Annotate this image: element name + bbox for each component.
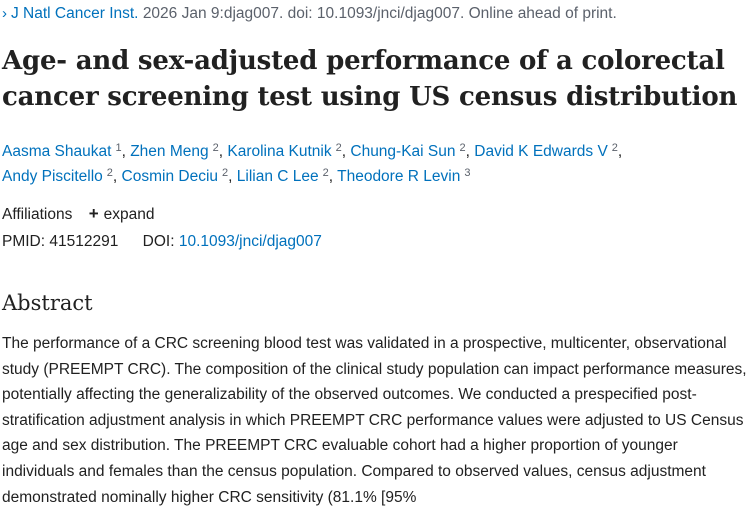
affiliation-ref[interactable]: 2 — [106, 167, 113, 179]
author-link[interactable]: Lilian C Lee — [236, 168, 319, 185]
journal-link[interactable]: J Natl Cancer Inst. — [11, 5, 139, 22]
abstract-heading: Abstract — [2, 291, 93, 315]
pmid-value: 41512291 — [49, 233, 119, 250]
author-link[interactable]: Aasma Shaukat — [2, 143, 112, 160]
affiliation-ref[interactable]: 2 — [459, 142, 466, 154]
chevron-right-icon: › — [2, 5, 7, 22]
authors-list: Aasma Shaukat 1, Zhen Meng 2, Karolina Kut… — [2, 142, 623, 186]
affiliation-ref[interactable]: 2 — [222, 167, 229, 179]
abstract-text: The performance of a CRC screening blood… — [2, 335, 747, 506]
author-link[interactable]: Karolina Kutnik — [227, 143, 332, 160]
affiliation-ref[interactable]: 2 — [611, 142, 618, 154]
author-link[interactable]: David K Edwards V — [474, 143, 608, 160]
pmid-label: PMID: — [2, 233, 46, 250]
affiliation-ref[interactable]: 2 — [322, 167, 329, 179]
affiliation-ref[interactable]: 2 — [335, 142, 342, 154]
identifiers-row: PMID: 41512291 DOI: 10.1093/jnci/djag007 — [2, 232, 322, 252]
citation-details: 2026 Jan 9:djag007. doi: 10.1093/jnci/dj… — [142, 5, 617, 22]
affiliations-row: Affiliations + expand — [2, 204, 154, 225]
affiliation-ref[interactable]: 1 — [115, 142, 122, 154]
author-link[interactable]: Cosmin Deciu — [121, 168, 219, 185]
article-title: Age- and sex-adjusted performance of a c… — [2, 46, 738, 112]
affiliations-label: Affiliations — [2, 206, 73, 223]
expand-label: expand — [103, 206, 155, 223]
citation-line: › J Natl Cancer Inst. 2026 Jan 9:djag007.… — [2, 4, 617, 24]
doi-link[interactable]: 10.1093/jnci/djag007 — [178, 233, 322, 250]
author-link[interactable]: Andy Piscitello — [2, 168, 103, 185]
doi-label: DOI: — [142, 233, 175, 250]
author-link[interactable]: Zhen Meng — [130, 143, 209, 160]
author-link[interactable]: Chung-Kai Sun — [350, 143, 456, 160]
expand-affiliations-button[interactable]: + expand — [88, 204, 155, 223]
affiliation-ref[interactable]: 3 — [464, 167, 471, 179]
affiliation-ref[interactable]: 2 — [212, 142, 219, 154]
author-link[interactable]: Theodore R Levin — [337, 168, 461, 185]
plus-icon: + — [88, 204, 99, 223]
